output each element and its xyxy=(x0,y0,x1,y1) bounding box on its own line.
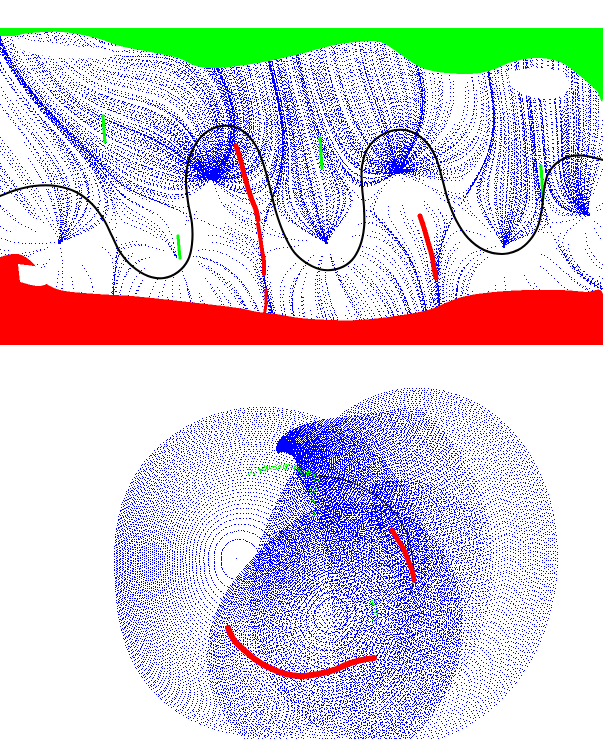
surface-3d-streamline-dots xyxy=(114,388,558,739)
parameter-space-canvas xyxy=(0,28,603,345)
panel-parameter-space xyxy=(0,28,603,345)
surface-3d-canvas xyxy=(0,350,603,739)
panel-surface-3d xyxy=(0,350,603,739)
